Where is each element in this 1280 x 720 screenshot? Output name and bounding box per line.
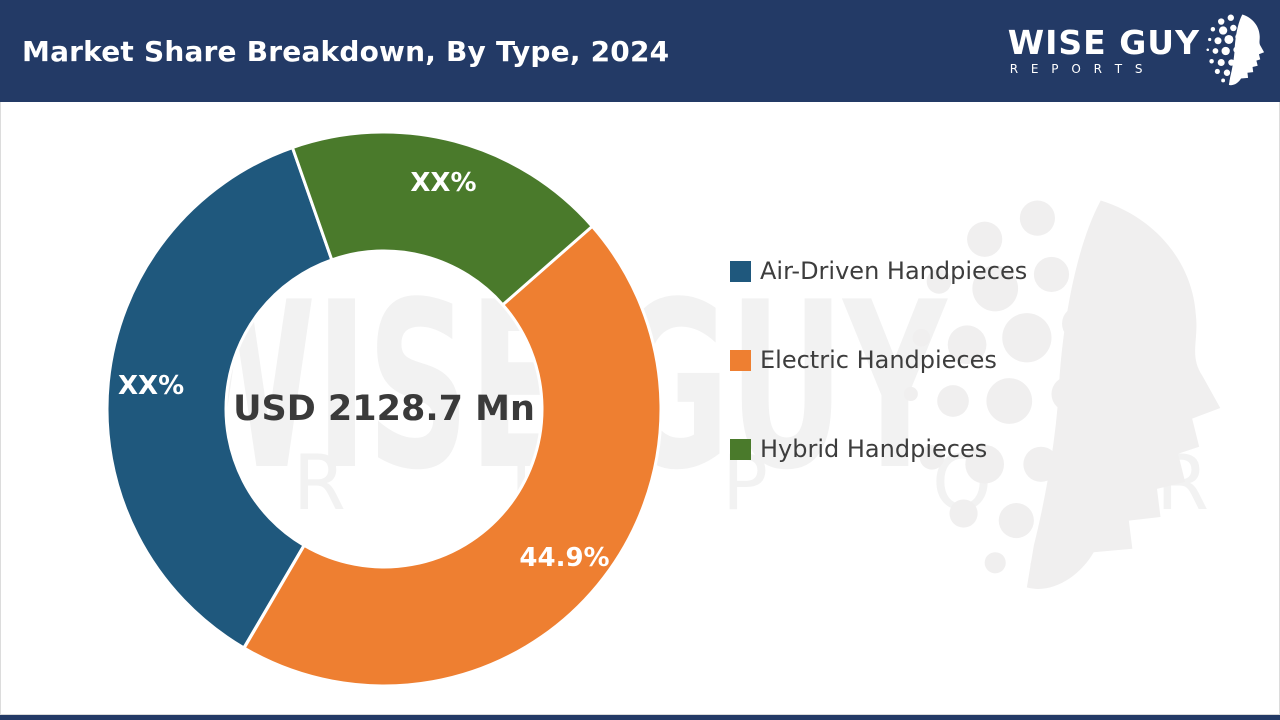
logo-sub-text: R E P O R T S bbox=[1009, 62, 1148, 76]
legend-item: Electric Handpieces bbox=[730, 346, 1027, 375]
legend-swatch bbox=[730, 261, 751, 282]
segment-percent-label: 44.9% bbox=[519, 542, 610, 573]
donut-segment bbox=[290, 130, 594, 307]
legend-item: Hybrid Handpieces bbox=[730, 435, 1027, 464]
legend-swatch bbox=[730, 350, 751, 371]
donut-chart bbox=[105, 130, 663, 688]
legend-label: Air-Driven Handpieces bbox=[760, 257, 1028, 286]
chart-area: WISE GUY R E P O R T S XX%44.9%XX% USD 2… bbox=[0, 102, 1280, 715]
legend-label: Hybrid Handpieces bbox=[760, 435, 988, 464]
header: Market Share Breakdown, By Type, 2024 WI… bbox=[0, 0, 1280, 102]
wiseguy-face-icon bbox=[1202, 12, 1266, 90]
donut-segment bbox=[105, 146, 334, 650]
page-title: Market Share Breakdown, By Type, 2024 bbox=[22, 34, 670, 68]
logo-brand-text: WISE GUY bbox=[1007, 23, 1200, 62]
segment-percent-label: XX% bbox=[410, 167, 477, 198]
footer-bar bbox=[0, 715, 1280, 720]
donut-segment bbox=[242, 224, 663, 688]
wiseguy-logo: WISE GUY R E P O R T S bbox=[1008, 12, 1266, 90]
segment-percent-label: XX% bbox=[118, 371, 185, 402]
logo-wordmark: WISE GUY R E P O R T S bbox=[1008, 26, 1200, 76]
legend: Air-Driven Handpieces Electric Handpieces… bbox=[730, 257, 1027, 464]
legend-swatch bbox=[730, 439, 751, 460]
donut-center-value: USD 2128.7 Mn bbox=[233, 389, 535, 429]
legend-item: Air-Driven Handpieces bbox=[730, 257, 1027, 286]
legend-label: Electric Handpieces bbox=[760, 346, 997, 375]
